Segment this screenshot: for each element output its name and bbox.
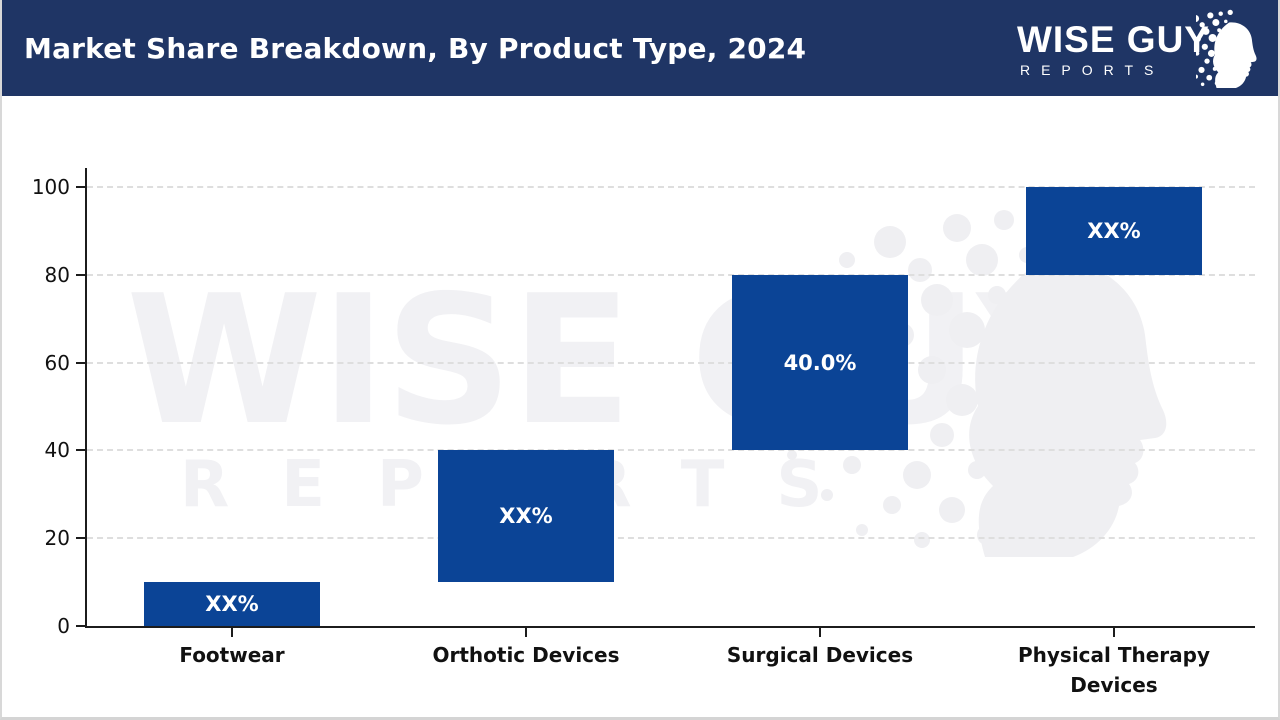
plot-area: 0 20 40 60 80 100 XX% Footwear XX% Orthotic Devic… <box>2 96 1278 717</box>
y-tick-label: 0 <box>57 614 70 638</box>
bar <box>144 582 320 626</box>
bar <box>1026 187 1202 275</box>
logo: WISE GUY REPORTS <box>1017 9 1260 89</box>
x-tick <box>819 628 821 637</box>
x-axis-label: Surgical Devices <box>726 643 914 667</box>
y-tick <box>76 273 85 276</box>
y-tick-label: 60 <box>44 350 70 375</box>
x-axis-label: Physical Therapy Devices <box>1017 643 1211 697</box>
x-tick <box>1113 628 1115 637</box>
chart-area: WISE GUY REPORTS 020406080100XX%Footwear… <box>2 96 1278 717</box>
y-tick <box>76 537 85 540</box>
gridline <box>87 273 1255 276</box>
bar <box>438 450 614 583</box>
bar-value-label: XX% <box>205 592 259 617</box>
x-axis-line <box>85 626 1255 628</box>
header: Market Share Breakdown, By Product Type,… <box>2 0 1278 96</box>
y-tick-label: 100 <box>31 175 70 199</box>
gridline <box>87 537 1255 540</box>
x-tick <box>231 628 233 637</box>
x-axis-label: Footwear <box>179 643 285 667</box>
logo-wordmark: WISE GUY <box>1016 18 1210 60</box>
x-axis-label: Orthotic Devices <box>432 643 620 667</box>
y-tick <box>76 449 85 452</box>
y-axis-line <box>85 168 87 628</box>
y-tick-label: 40 <box>44 438 70 463</box>
y-tick-label: 20 <box>44 526 70 551</box>
y-tick <box>76 625 85 627</box>
wiseguy-face-icon <box>1196 9 1257 89</box>
y-tick <box>76 361 85 364</box>
bar-value-label: XX% <box>499 504 553 529</box>
gridline <box>87 186 1255 188</box>
bar-value-label: XX% <box>1087 218 1141 243</box>
gridline <box>87 361 1255 364</box>
y-tick <box>76 186 85 188</box>
page-title: Market Share Breakdown, By Product Type,… <box>24 31 807 65</box>
bar <box>732 274 908 451</box>
y-tick-label: 80 <box>44 262 70 287</box>
logo-reports-text: REPORTS <box>1019 61 1165 78</box>
bar-value-label: 40.0% <box>783 350 857 375</box>
x-tick <box>525 628 527 637</box>
logo-text: WISE GUY REPORTS <box>1017 21 1210 78</box>
gridline <box>87 449 1255 452</box>
